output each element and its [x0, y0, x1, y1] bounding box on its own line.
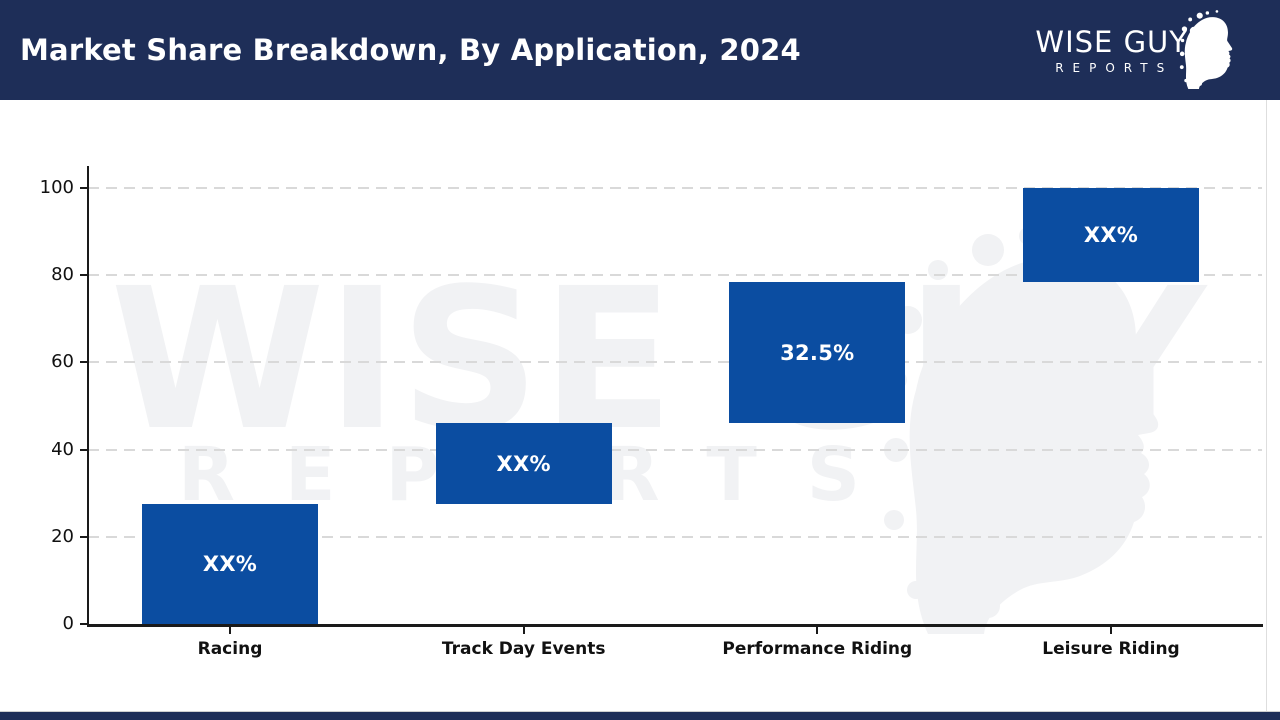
bar-leisure-riding: XX% — [1023, 188, 1199, 282]
footer-bar — [0, 712, 1280, 720]
y-tick-80 — [80, 274, 88, 277]
gridline-100 — [88, 187, 1262, 189]
bar-track-day-events: XX% — [435, 423, 612, 505]
x-label-performance-riding: Performance Riding — [722, 639, 913, 659]
x-tick-performance-riding — [816, 626, 819, 634]
y-tick-label-20: 20 — [51, 525, 74, 547]
y-tick-100 — [80, 187, 88, 189]
figure-edge-line — [1266, 100, 1267, 711]
page-title: Market Share Breakdown, By Application, … — [20, 33, 801, 67]
bar-value-label-performance-riding: 32.5% — [780, 340, 855, 365]
gridline-60 — [88, 361, 1262, 364]
y-tick-20 — [80, 535, 88, 538]
y-tick-0 — [80, 623, 88, 625]
logo-head-icon — [1179, 10, 1233, 89]
logo-text: WISE GUY REPORTS — [1035, 25, 1188, 75]
header: Market Share Breakdown, By Application, … — [0, 0, 1280, 100]
bar-value-label-racing: XX% — [202, 552, 258, 577]
bar-value-label-track-day-events: XX% — [496, 451, 551, 476]
logo-subtext: REPORTS — [1055, 60, 1174, 75]
bar-value-label-leisure-riding: XX% — [1083, 222, 1139, 247]
x-tick-leisure-riding — [1110, 626, 1112, 634]
y-tick-label-60: 60 — [51, 351, 74, 373]
y-tick-label-40: 40 — [51, 438, 74, 460]
gridline-40 — [88, 448, 1262, 451]
gridline-80 — [88, 274, 1262, 277]
x-label-racing: Racing — [197, 639, 263, 659]
y-tick-label-80: 80 — [51, 264, 74, 286]
waterfall-chart: 0 20 40 60 80 100 XX% Racing XX% Track Day Events… — [0, 100, 1280, 711]
chart-area: WISE GUY REPORTS 020406080100XX%RacingXX… — [0, 100, 1280, 712]
bar-racing: XX% — [142, 504, 318, 624]
y-tick-40 — [80, 448, 88, 451]
logo-wordmark: WISE GUY — [1035, 25, 1188, 60]
y-axis-spine — [86, 166, 89, 627]
y-tick-label-100: 100 — [39, 177, 74, 198]
x-label-leisure-riding: Leisure Riding — [1042, 639, 1180, 659]
x-tick-racing — [229, 626, 231, 634]
x-label-track-day-events: Track Day Events — [441, 639, 606, 659]
y-tick-60 — [80, 361, 88, 364]
y-tick-label-0: 0 — [62, 613, 74, 634]
bar-performance-riding: 32.5% — [729, 281, 906, 424]
x-tick-track-day-events — [522, 626, 525, 634]
gridline-20 — [88, 535, 1262, 538]
x-axis-spine — [86, 624, 1263, 627]
wise-guy-logo: WISE GUY REPORTS — [1035, 8, 1258, 92]
